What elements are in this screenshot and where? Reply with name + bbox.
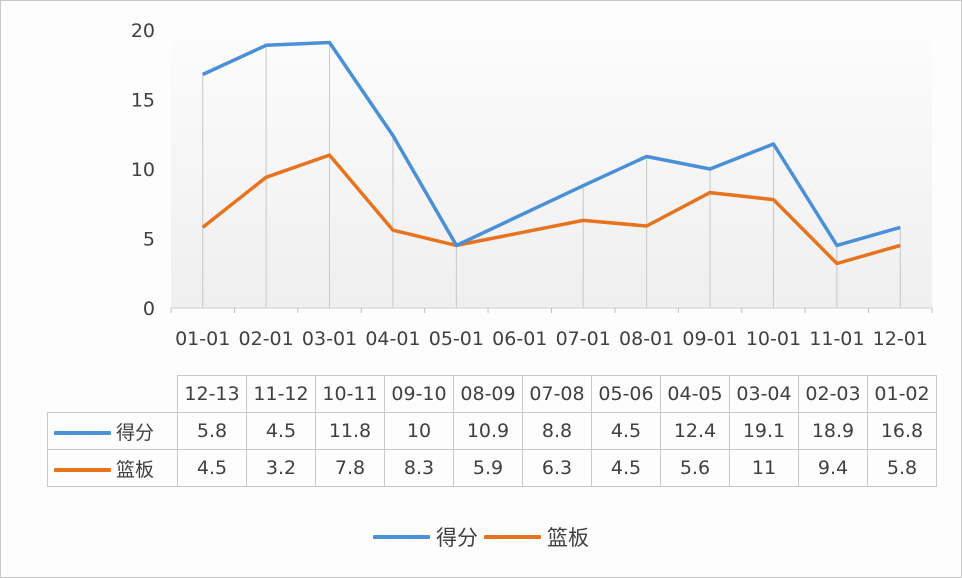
drop-lines	[202, 42, 901, 308]
plot-area	[171, 30, 932, 308]
table-header: 03-04	[729, 375, 799, 413]
series-label-rebound: 篮板	[47, 449, 178, 487]
x-tick-label: 01-01	[175, 328, 230, 350]
table-cell: 10	[384, 412, 454, 450]
table-cell: 16.8	[867, 412, 937, 450]
table-cell: 4.5	[591, 449, 661, 487]
table-cell: 5.8	[177, 412, 247, 450]
y-tick-label: 10	[131, 159, 155, 181]
table-cell: 8.8	[522, 412, 592, 450]
x-tick-label: 03-01	[302, 328, 357, 350]
table-header: 02-03	[798, 375, 868, 413]
table-cell: 4.5	[591, 412, 661, 450]
score-line-swatch-icon	[54, 431, 111, 435]
legend-item-rebound: 篮板	[484, 522, 589, 552]
table-row-rebound: 篮板 4.5 3.2 7.8 8.3 5.9 6.3 4.5 5.6 11 9.…	[47, 449, 937, 487]
x-axis: 01-01 02-01 03-01 04-01 05-01 06-01 07-01 08-01…	[170, 307, 933, 350]
x-tick-label: 11-01	[809, 328, 864, 350]
table-header: 10-11	[315, 375, 385, 413]
table-row-score: 得分 5.8 4.5 11.8 10 10.9 8.8 4.5 12.4 19.…	[47, 412, 937, 450]
x-tick-label: 12-01	[873, 328, 928, 350]
table-header: 05-06	[591, 375, 661, 413]
legend-item-score: 得分	[373, 522, 478, 552]
table-cell: 4.5	[246, 412, 316, 450]
series-name: 得分	[116, 421, 155, 444]
x-tick-label: 06-01	[492, 328, 547, 350]
table-cell: 18.9	[798, 412, 868, 450]
table-header: 09-10	[384, 375, 454, 413]
table-header: 12-13	[177, 375, 247, 413]
table-cell: 8.3	[384, 449, 454, 487]
series-line-rebound	[201, 153, 901, 266]
table-header: 11-12	[246, 375, 316, 413]
table-cell: 5.6	[660, 449, 730, 487]
table-header-row: 12-13 11-12 10-11 09-10 08-09 07-08 05-0…	[47, 375, 937, 413]
table-cell: 7.8	[315, 449, 385, 487]
y-tick-label: 20	[131, 20, 155, 42]
table-corner	[47, 375, 178, 413]
x-tick-label: 05-01	[429, 328, 484, 350]
score-line-legend-icon	[373, 535, 430, 539]
table-cell: 3.2	[246, 449, 316, 487]
series-lines	[201, 40, 901, 266]
x-tick-label: 10-01	[746, 328, 801, 350]
x-tick-label: 02-01	[239, 328, 294, 350]
table-cell: 11.8	[315, 412, 385, 450]
x-tick-label: 09-01	[682, 328, 737, 350]
table-cell: 9.4	[798, 449, 868, 487]
table-cell: 6.3	[522, 449, 592, 487]
x-tick-label: 08-01	[619, 328, 674, 350]
y-axis: 0 5 10 15 20	[131, 20, 155, 320]
chart-legend: 得分 篮板	[0, 522, 962, 552]
legend-label: 得分	[436, 526, 478, 550]
rebound-line-legend-icon	[484, 535, 541, 539]
y-tick-label: 0	[143, 298, 155, 320]
x-tick-label: 07-01	[556, 328, 611, 350]
table-cell: 10.9	[453, 412, 523, 450]
x-tick-label: 04-01	[365, 328, 420, 350]
table-cell: 12.4	[660, 412, 730, 450]
rebound-line-swatch-icon	[54, 468, 111, 472]
table-header: 01-02	[867, 375, 937, 413]
table-cell: 5.8	[867, 449, 937, 487]
data-table: 12-13 11-12 10-11 09-10 08-09 07-08 05-0…	[47, 375, 937, 487]
table-cell: 5.9	[453, 449, 523, 487]
y-tick-label: 5	[143, 229, 155, 251]
table-cell: 4.5	[177, 449, 247, 487]
table-header: 08-09	[453, 375, 523, 413]
table-cell: 11	[729, 449, 799, 487]
table-header: 07-08	[522, 375, 592, 413]
legend-label: 篮板	[547, 526, 589, 550]
series-name: 篮板	[116, 458, 155, 481]
table-header: 04-05	[660, 375, 730, 413]
series-line-score	[201, 40, 901, 248]
series-label-score: 得分	[47, 412, 178, 450]
y-tick-label: 15	[131, 90, 155, 112]
table-cell: 19.1	[729, 412, 799, 450]
